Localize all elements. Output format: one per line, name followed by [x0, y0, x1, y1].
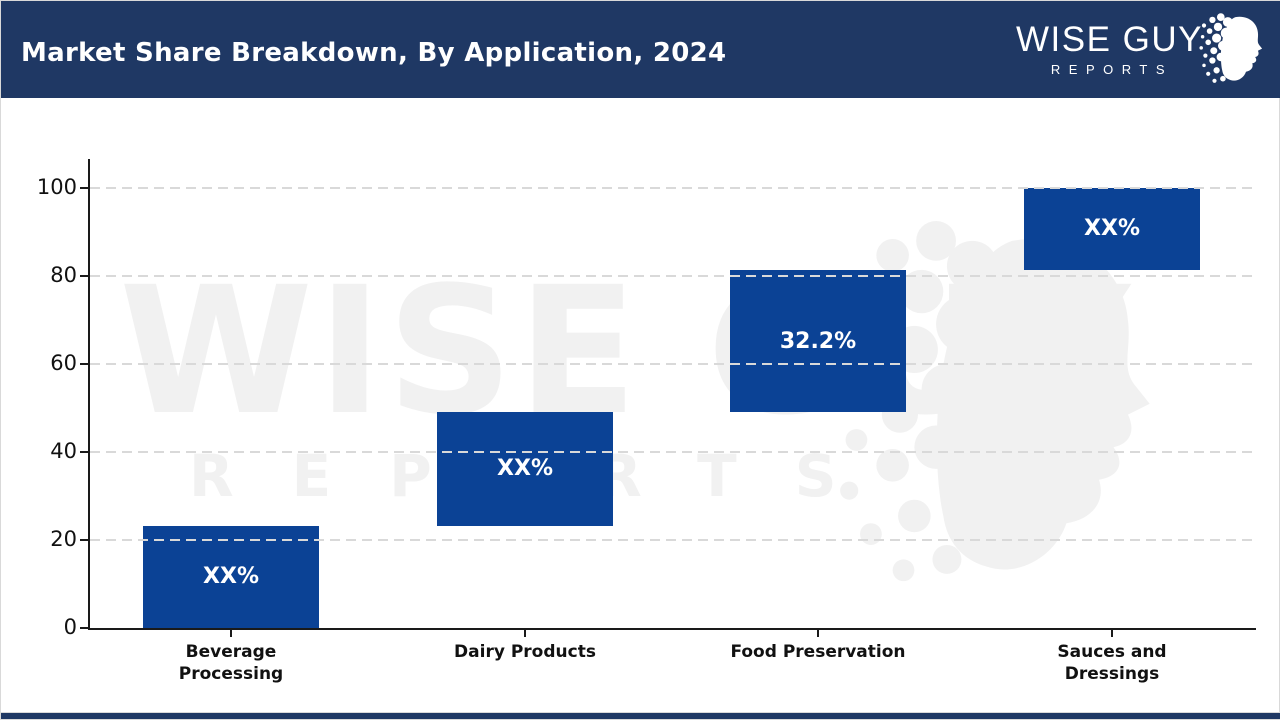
- bar-dairy-products: XX%: [437, 412, 613, 526]
- gridline-60: [90, 362, 1256, 365]
- y-tick-label-40: 40: [50, 438, 77, 463]
- category-label-3: Sauces and Dressings: [997, 641, 1227, 685]
- x-tick-2: [817, 630, 819, 637]
- category-label-line: Dressings: [1064, 664, 1160, 684]
- category-label-line: Food Preservation: [730, 642, 906, 662]
- gridline-80: [90, 274, 1256, 277]
- y-tick-label-0: 0: [63, 615, 77, 639]
- header-bar: Market Share Breakdown, By Application, …: [1, 1, 1280, 98]
- brand-subtext: REPORTS: [1050, 62, 1174, 77]
- y-tick-0: [80, 627, 88, 629]
- y-tick-label-60: 60: [50, 350, 77, 375]
- category-label-0: Beverage Processing: [116, 641, 346, 685]
- bar-value-label: XX%: [1084, 216, 1140, 242]
- bar-value-label: 32.2%: [779, 328, 857, 354]
- category-label-2: Food Preservation: [703, 641, 933, 663]
- bar-food-preservation: 32.2%: [730, 270, 906, 413]
- category-label-line: Beverage: [185, 642, 277, 662]
- gridline-100: [90, 186, 1256, 189]
- brand-face-icon: [1199, 12, 1263, 83]
- bar-sauces-and-dressings: XX%: [1024, 187, 1200, 271]
- category-label-line: Processing: [178, 664, 284, 684]
- brand-logo: WISE GUY REPORTS: [1016, 10, 1267, 90]
- gridline-20: [90, 538, 1256, 541]
- x-tick-3: [1111, 630, 1113, 637]
- y-axis-line: [88, 159, 90, 630]
- y-tick-20: [80, 538, 88, 541]
- bar-value-label: XX%: [497, 456, 553, 482]
- brand-logo-text: WISE GUY REPORTS: [1016, 22, 1203, 77]
- x-tick-1: [524, 630, 526, 637]
- chart-title: Market Share Breakdown, By Application, …: [21, 37, 727, 68]
- y-tick-100: [80, 186, 88, 189]
- y-tick-label-80: 80: [50, 262, 77, 287]
- y-tick-60: [80, 362, 88, 365]
- bar-beverage-processing: XX%: [143, 525, 319, 628]
- y-tick-label-20: 20: [50, 526, 77, 551]
- x-tick-0: [230, 630, 232, 637]
- gridline-40: [90, 450, 1256, 453]
- y-tick-80: [80, 274, 88, 277]
- category-label-line: Dairy Products: [454, 642, 596, 662]
- brand-wordmark: WISE GUY: [1015, 20, 1203, 59]
- category-label-line: Sauces and: [1057, 642, 1167, 662]
- y-tick-label-100: 100: [36, 174, 77, 199]
- footer-bar: [1, 712, 1280, 719]
- category-label-1: Dairy Products: [410, 641, 640, 663]
- x-axis-line: [88, 628, 1256, 630]
- bar-value-label: XX%: [203, 564, 259, 590]
- y-tick-40: [80, 450, 88, 453]
